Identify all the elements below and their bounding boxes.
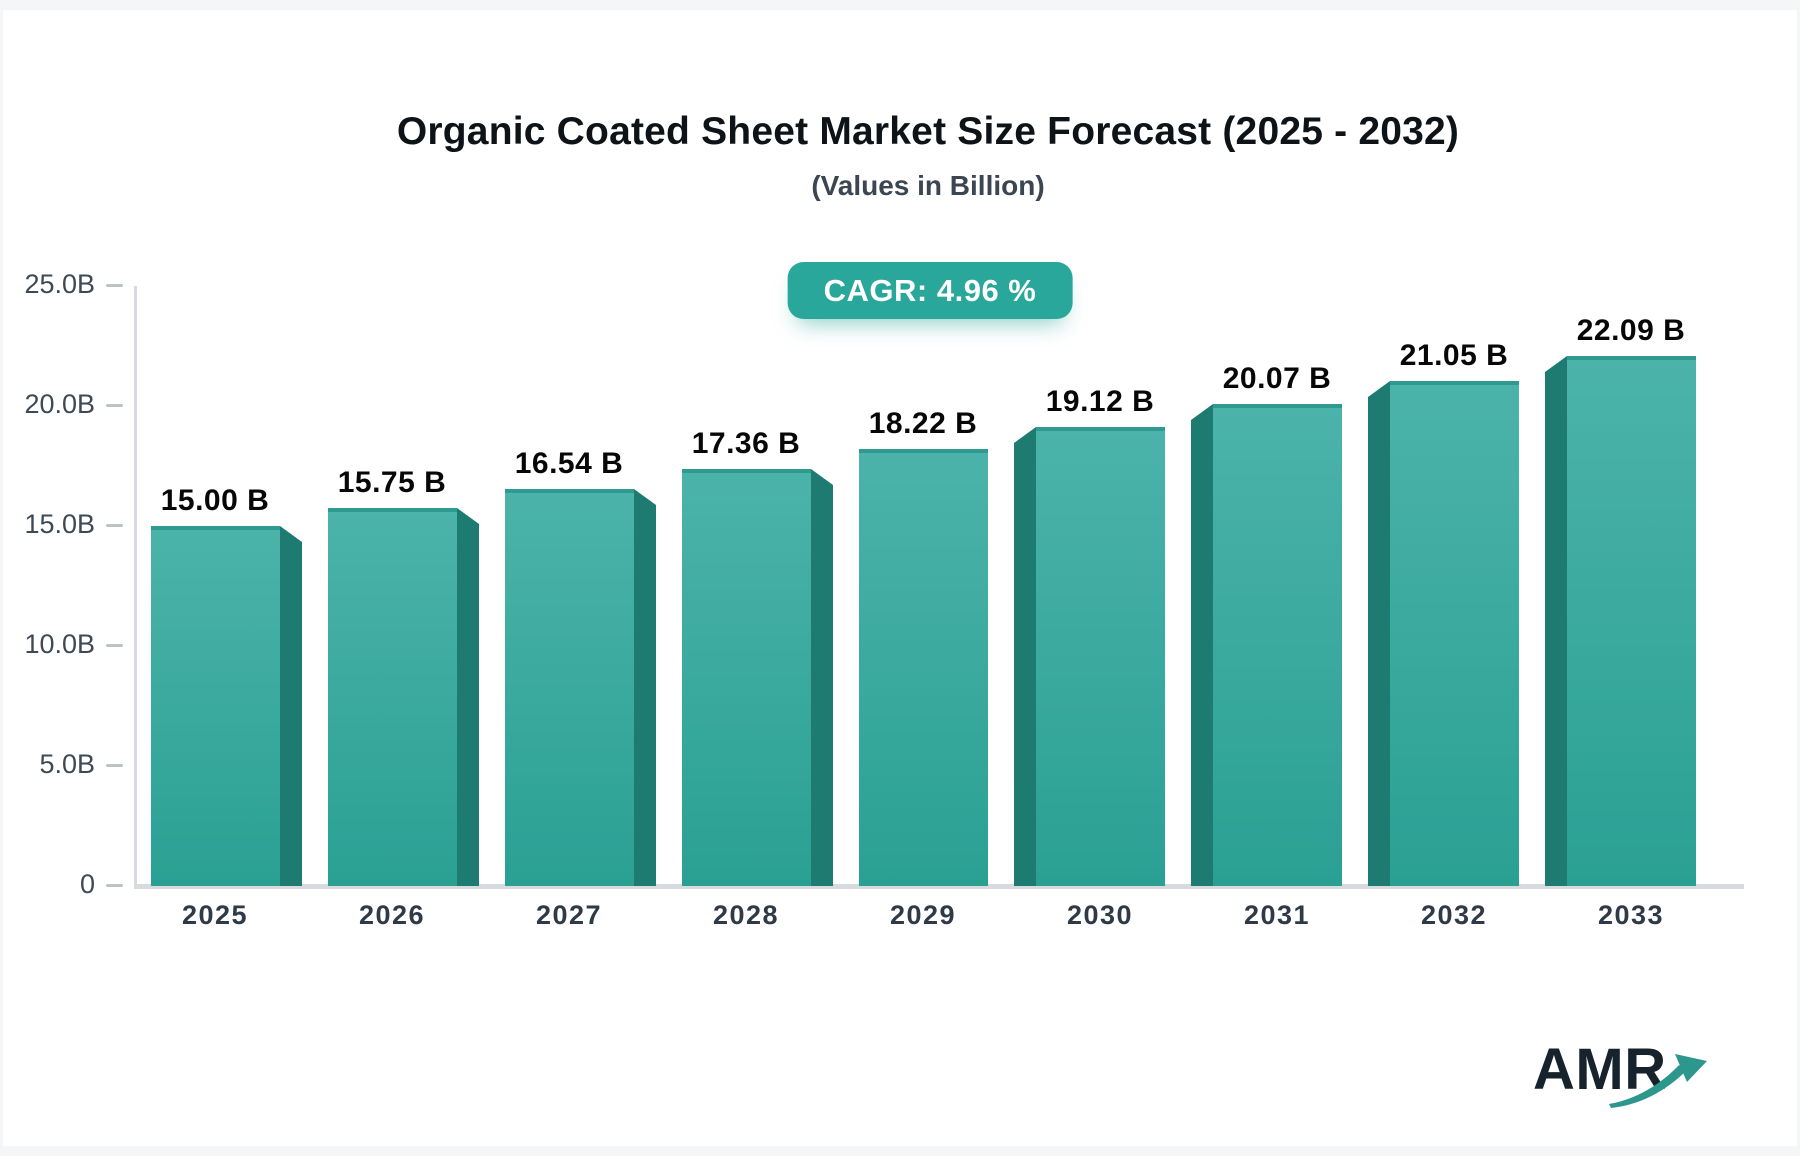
bar-chamfer [280,526,302,542]
amr-logo: AMR [1533,1032,1743,1118]
bar-top-edge [505,489,634,493]
bar-chamfer [1191,404,1213,420]
x-axis-label: 2032 [1420,900,1488,930]
y-axis-tick [106,884,123,887]
x-axis-label: 2027 [535,900,603,930]
bar-value-label: 17.36 B [691,427,801,460]
bar-chamfer [811,469,833,485]
y-axis-tick-label: 25.0B [24,269,95,299]
bar-value-label: 18.22 B [868,407,978,440]
amr-logo-text: AMR [1533,1037,1667,1102]
x-axis-label: 2026 [358,900,426,930]
cagr-badge: CAGR: 4.96 % [787,262,1073,319]
bar-value-label: 20.07 B [1222,362,1332,395]
x-axis-label: 2025 [181,900,249,930]
bar-value-label: 15.75 B [337,466,447,499]
y-axis-tick-label: 15.0B [24,509,95,539]
bar-side-face [280,542,302,886]
bar-chamfer [1368,381,1390,397]
bar-2028 [682,469,811,886]
bar-top-edge [682,469,811,473]
y-axis-tick-label: 20.0B [24,389,95,419]
chart-subtitle: (Values in Billion) [811,170,1045,201]
bar-chamfer [1545,356,1567,372]
bar-top-edge [859,449,988,453]
bar-side-face [1545,372,1567,886]
x-axis-label: 2031 [1243,900,1311,930]
x-axis-label: 2028 [712,900,780,930]
growth-arrow-icon [1609,1054,1707,1108]
bar-top-edge [1390,381,1519,385]
bar-chamfer [1014,427,1036,443]
bar-side-face [1191,420,1213,886]
bar-2030 [1036,427,1165,886]
bar-2027 [505,489,634,886]
bar-value-label: 22.09 B [1576,314,1686,347]
y-axis-tick [106,404,123,407]
bar-side-face [811,485,833,886]
y-axis-tick [106,284,123,287]
bar-value-label: 21.05 B [1399,339,1509,372]
y-axis-tick-label: 5.0B [39,749,95,779]
y-axis-tick [106,764,123,767]
bar-top-edge [1036,427,1165,431]
bar-chamfer [457,508,479,524]
bar-side-face [1014,443,1036,886]
chart-card: Organic Coated Sheet Market Size Forecas… [3,10,1797,1146]
bar-value-label: 16.54 B [514,447,624,480]
x-axis-label: 2029 [889,900,957,930]
y-axis-tick-label: 0 [79,869,95,899]
bar-side-face [634,505,656,886]
y-axis-line [134,286,137,888]
bar-2033 [1567,356,1696,886]
bar-2026 [328,508,457,886]
bar-chart-plot-area: 0 5.0B 10.0B 15.0B 20.0B 25.0B 15.00 B 2025 15.7… [3,10,1797,1146]
bar-2031 [1213,404,1342,886]
bar-top-edge [328,508,457,512]
y-axis-tick-label: 10.0B [24,629,95,659]
bar-top-edge [151,526,280,530]
bar-top-edge [1213,404,1342,408]
bar-chamfer [634,489,656,505]
bar-top-edge [1567,356,1696,360]
bar-side-face [457,524,479,886]
bar-2032 [1390,381,1519,886]
bar-value-label: 19.12 B [1045,385,1155,418]
bar-2025 [151,526,280,886]
y-axis-tick [106,524,123,527]
bar-2029 [859,449,988,886]
chart-title: Organic Coated Sheet Market Size Forecas… [396,110,1460,153]
bar-side-face [1368,397,1390,886]
bar-value-label: 15.00 B [160,484,270,517]
x-axis-label: 2030 [1066,900,1134,930]
x-axis-line [134,884,1744,889]
y-axis-tick [106,644,123,647]
x-axis-label: 2033 [1597,900,1665,930]
